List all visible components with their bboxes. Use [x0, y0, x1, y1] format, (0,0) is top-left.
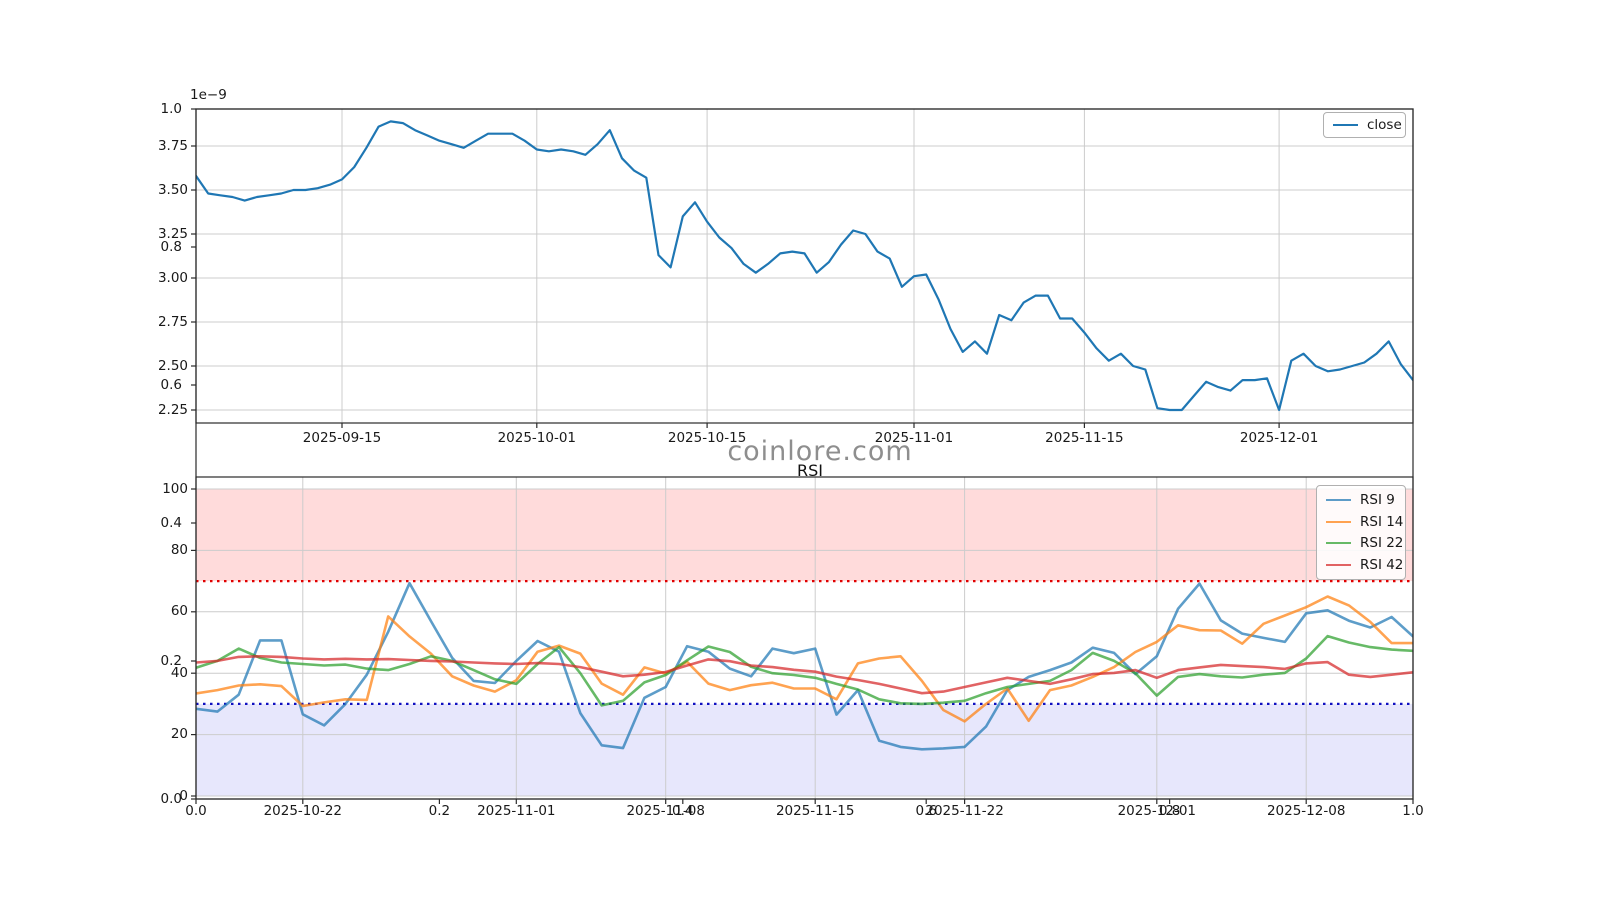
rsi-xtick-label: 2025-11-08	[626, 803, 705, 819]
rsi-line-2	[196, 595, 1413, 723]
oversold-band	[196, 703, 1413, 796]
rsi-ytick-label: 40	[170, 664, 188, 681]
legend-item: RSI 42	[1326, 554, 1403, 576]
legend-label: RSI 9	[1360, 491, 1395, 508]
legend-line-swatch	[1326, 498, 1351, 501]
rsi-ytick-label: 80	[170, 541, 188, 558]
legend-line-swatch	[1326, 564, 1351, 567]
price-ytick-label: 3.25	[157, 225, 188, 242]
rsi-xtick-label: 2025-10-22	[263, 803, 343, 819]
rsi-ytick-label: 20	[170, 726, 188, 743]
overlay-xtick-label: 0.0	[185, 803, 207, 819]
price-xtick-label: 2025-09-15	[302, 430, 382, 446]
rsi-bands	[196, 489, 1413, 796]
rsi-ytick-label: 100	[162, 480, 188, 497]
legend-item: RSI 14	[1326, 511, 1403, 533]
rsi-xtick-label: 2025-12-01	[1117, 803, 1197, 819]
rsi-ytick-label: 60	[170, 603, 188, 620]
watermark: coinlore.com	[727, 436, 913, 467]
price-xtick-label: 2025-10-01	[497, 430, 577, 446]
overlay-ytick-label: 0.0	[160, 790, 182, 807]
rsi-xtick-label: 2025-11-15	[775, 803, 855, 819]
axes-frames	[195, 108, 1414, 800]
close-line	[196, 120, 1413, 412]
price-ytick-label: 2.75	[157, 313, 188, 330]
overlay-ytick-label: 0.6	[160, 376, 182, 393]
legend-label: RSI 14	[1360, 513, 1404, 530]
gridlines	[196, 109, 1413, 799]
overlay-xtick-label: 1.0	[1402, 803, 1424, 819]
legend-line-swatch	[1326, 520, 1351, 523]
rsi-xtick-label: 2025-12-08	[1266, 803, 1346, 819]
legend-line-swatch	[1333, 124, 1358, 126]
legend-item: RSI 9	[1326, 489, 1396, 511]
rsi-ytick-label: 0	[179, 787, 188, 804]
rsi-legend: RSI 9 RSI 14 RSI 22 RSI 42	[1316, 485, 1406, 580]
price-xtick-label: 2025-11-15	[1045, 430, 1124, 446]
overlay-ytick-label: 0.2	[160, 652, 182, 669]
legend-item: close	[1333, 116, 1402, 134]
price-ytick-label: 3.75	[157, 137, 188, 154]
rsi-line-1	[196, 581, 1413, 751]
legend-label: close	[1367, 117, 1402, 133]
legend-label: RSI 22	[1360, 535, 1404, 552]
overlay-xtick-label: 0.4	[672, 803, 694, 819]
price-ytick-label: 3.50	[157, 181, 188, 198]
overlay-ytick-label: 0.8	[160, 238, 182, 255]
price-legend: close	[1323, 112, 1406, 138]
overlay-xtick-label: 0.2	[428, 803, 451, 819]
overlay-ytick-label: 0.4	[160, 514, 182, 531]
price-ytick-label: 2.25	[157, 401, 188, 418]
rsi-xtick-label: 2025-11-22	[925, 803, 1004, 819]
tick-marks	[191, 108, 1414, 804]
overlay-ytick-label: 1.0	[160, 100, 182, 117]
rsi-xtick-label: 2025-11-01	[477, 803, 556, 819]
rsi-panel-title: RSI	[797, 461, 823, 480]
price-xtick-label: 2025-11-01	[874, 430, 954, 446]
legend-label: RSI 42	[1360, 557, 1404, 574]
overlay-xtick-label: 0.6	[915, 803, 937, 819]
rsi-line-3	[196, 634, 1413, 707]
price-ytick-label: 3.00	[157, 269, 188, 286]
overlay-xtick-label: 0.8	[1158, 803, 1181, 819]
y-axis-offset-label: 1e−9	[190, 87, 227, 103]
rsi-line-4	[196, 654, 1413, 695]
price-xtick-label: 2025-10-15	[667, 430, 747, 446]
legend-item: RSI 22	[1326, 533, 1403, 555]
legend-line-swatch	[1326, 542, 1351, 545]
overbought-band	[196, 489, 1413, 582]
price-xtick-label: 2025-12-01	[1239, 430, 1319, 446]
price-ytick-label: 2.50	[157, 357, 188, 374]
